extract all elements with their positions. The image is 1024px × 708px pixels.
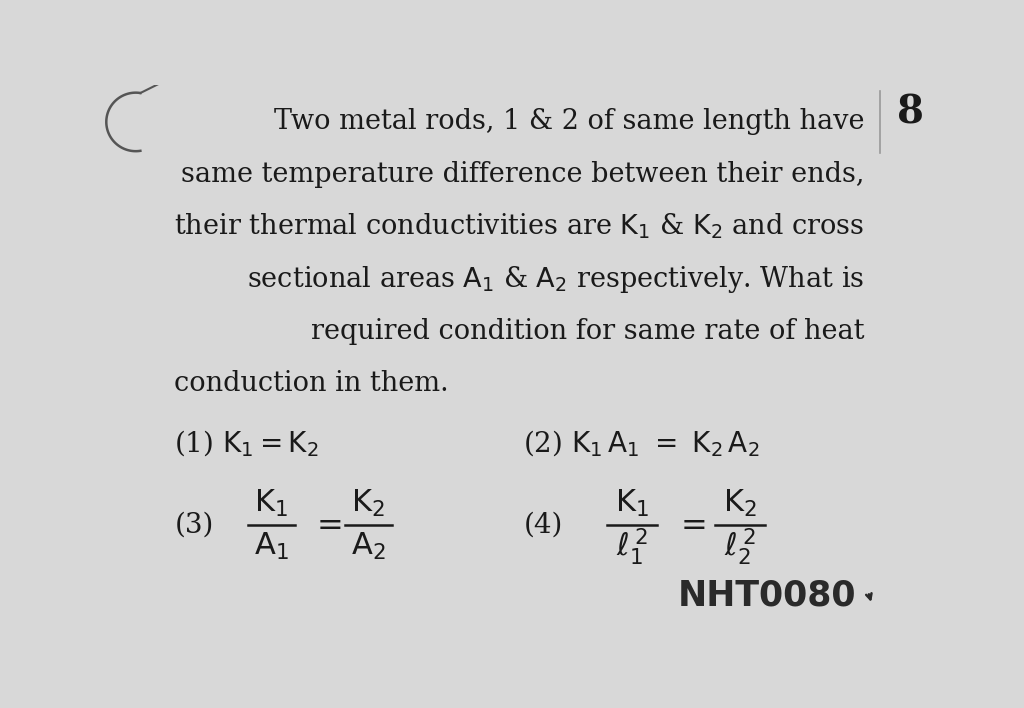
Text: $\mathrm{K_2}$: $\mathrm{K_2}$ <box>351 488 385 519</box>
Text: conduction in them.: conduction in them. <box>174 370 450 397</box>
Text: $\mathrm{K_2}$: $\mathrm{K_2}$ <box>723 488 757 519</box>
Text: $\mathrm{K_1}$: $\mathrm{K_1}$ <box>614 488 649 519</box>
Text: sectional areas $\mathrm{A_1}$ & $\mathrm{A_2}$ respectively. What is: sectional areas $\mathrm{A_1}$ & $\mathr… <box>247 263 864 295</box>
Text: (1) $\mathrm{K_1 = K_2}$: (1) $\mathrm{K_1 = K_2}$ <box>174 428 319 459</box>
Text: (3): (3) <box>174 511 214 538</box>
Text: their thermal conductivities are $\mathrm{K_1}$ & $\mathrm{K_2}$ and cross: their thermal conductivities are $\mathr… <box>174 212 864 241</box>
Text: $\mathrm{A_2}$: $\mathrm{A_2}$ <box>351 530 386 561</box>
Text: 8: 8 <box>897 93 925 132</box>
Text: required condition for same rate of heat: required condition for same rate of heat <box>310 318 864 345</box>
Text: Two metal rods, 1 & 2 of same length have: Two metal rods, 1 & 2 of same length hav… <box>273 108 864 135</box>
Text: $\mathrm{K_1}$: $\mathrm{K_1}$ <box>254 488 289 519</box>
Text: NHT0080: NHT0080 <box>678 578 856 612</box>
Text: $=$: $=$ <box>674 509 706 540</box>
Text: same temperature difference between their ends,: same temperature difference between thei… <box>181 161 864 188</box>
Text: (4): (4) <box>523 511 562 538</box>
Text: (2) $\mathrm{K_1\,A_1\ =\ K_2\,A_2}$: (2) $\mathrm{K_1\,A_1\ =\ K_2\,A_2}$ <box>523 428 760 459</box>
Text: $\mathrm{A_1}$: $\mathrm{A_1}$ <box>254 530 289 561</box>
Text: $\ell_2^{\,2}$: $\ell_2^{\,2}$ <box>724 525 757 566</box>
Text: $\ell_1^{\,2}$: $\ell_1^{\,2}$ <box>615 525 648 566</box>
Text: $=$: $=$ <box>310 509 341 540</box>
